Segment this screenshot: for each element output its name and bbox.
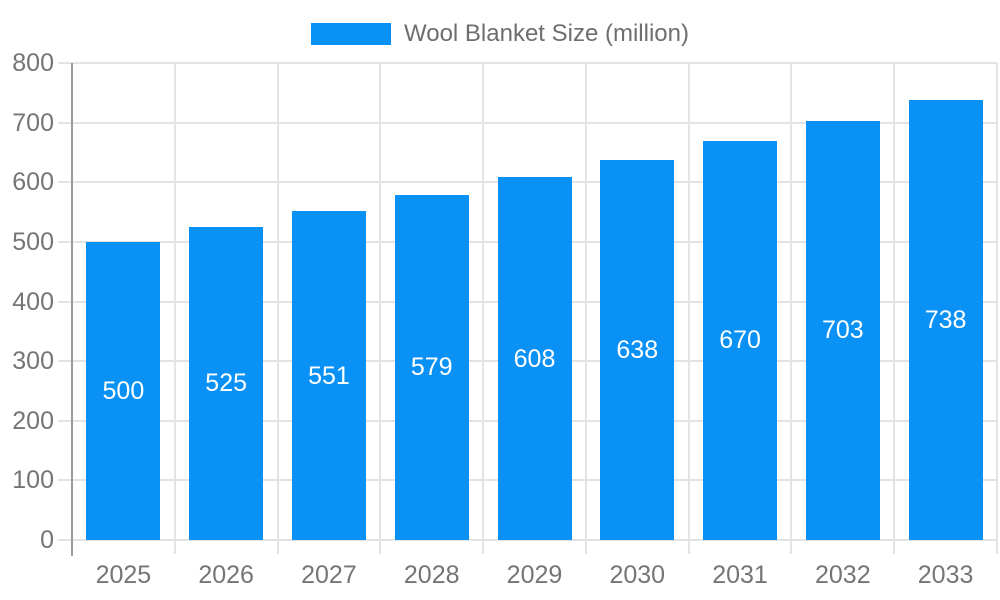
chart-legend[interactable]: Wool Blanket Size (million) [0,20,1000,48]
bar[interactable] [86,241,161,540]
bar-value-label: 551 [308,361,350,390]
x-gridline [687,63,690,554]
bar-value-label: 608 [513,344,556,373]
bar-value-label: 670 [719,326,761,355]
legend-label: Wool Blanket Size (million) [404,20,689,47]
y-axis-line [71,63,73,556]
bar[interactable] [703,140,778,540]
x-gridline [893,63,896,554]
y-axis-tick-label: 700 [12,108,54,137]
x-axis-tick-label: 2029 [506,561,563,589]
y-gridline [58,62,997,64]
x-axis-tick-label: 2030 [609,561,666,589]
x-axis-tick-label: 2027 [301,561,357,589]
bar-value-label: 500 [102,376,145,405]
y-axis-tick-label: 100 [12,466,54,495]
x-gridline [584,63,587,554]
legend-swatch-icon [311,23,391,45]
bar[interactable] [908,99,983,540]
x-gridline [173,63,176,554]
bar[interactable] [805,120,880,540]
x-gridline [790,63,793,554]
bar[interactable] [600,159,675,540]
bar-value-label: 525 [205,369,248,398]
x-axis-tick-label: 2028 [403,561,460,589]
y-gridline [58,121,997,124]
x-axis-tick-label: 2026 [198,561,254,589]
y-axis-tick-label: 0 [40,526,54,554]
bar[interactable] [497,177,572,540]
y-axis-tick-label: 400 [12,287,54,316]
bar[interactable] [189,226,264,540]
bar-value-label: 738 [924,305,967,334]
y-axis-tick-label: 800 [12,49,54,77]
y-gridline [58,539,997,541]
x-axis-tick-label: 2031 [712,561,768,589]
x-gridline [276,63,279,554]
x-axis-tick-label: 2025 [95,561,152,589]
x-gridline [996,63,998,554]
y-axis-tick-label: 500 [12,227,54,256]
y-axis-tick-label: 300 [12,347,54,376]
x-gridline [482,63,485,554]
y-axis-tick-label: 600 [12,168,54,197]
x-axis-tick-label: 2032 [815,561,871,589]
bar-value-label: 703 [821,316,864,345]
bar-value-label: 579 [410,353,453,382]
bar[interactable] [291,211,366,540]
x-axis-tick-label: 2033 [917,561,974,589]
x-gridline [379,63,382,554]
bar[interactable] [394,194,469,540]
y-axis-tick-label: 200 [12,406,54,435]
bar-value-label: 638 [616,335,659,364]
